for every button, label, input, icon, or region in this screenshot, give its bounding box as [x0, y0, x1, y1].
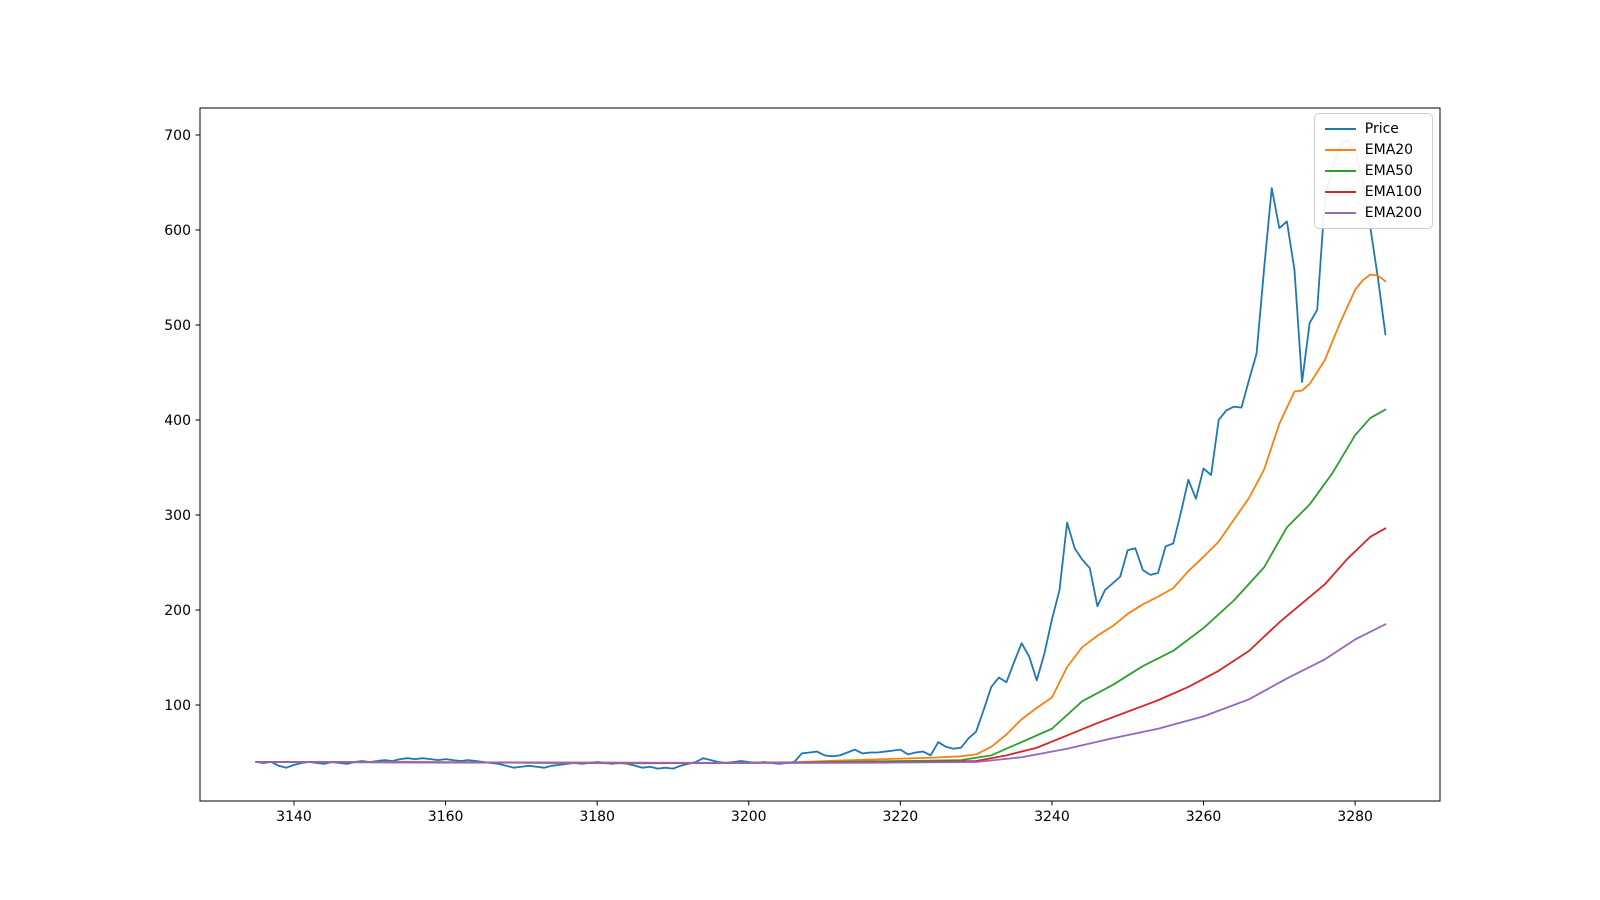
legend-swatch-price [1324, 128, 1356, 130]
y-axis-tick-label: 400 [164, 413, 191, 429]
legend-label-ema50: EMA50 [1364, 163, 1414, 179]
x-axis-tick-label: 3160 [428, 809, 464, 825]
legend-swatch-ema100 [1324, 191, 1356, 193]
legend-item-ema200: EMA200 [1324, 205, 1422, 221]
legend-swatch-ema20 [1324, 149, 1356, 151]
legend-label-ema100: EMA100 [1364, 184, 1422, 200]
series-line-ema50 [255, 408, 1387, 764]
y-axis-tick-label: 300 [164, 508, 191, 524]
series-line-ema200 [255, 623, 1387, 764]
legend-label-ema200: EMA200 [1364, 205, 1422, 221]
x-axis-tick-label: 3200 [731, 809, 767, 825]
x-axis-tick-label: 3220 [883, 809, 919, 825]
x-axis-tick-label: 3240 [1034, 809, 1070, 825]
x-axis-tick-label: 3140 [276, 809, 312, 825]
axes-spines [199, 107, 1441, 802]
x-axis-tick-label: 3180 [579, 809, 615, 825]
legend: Price EMA20 EMA50 EMA100 EMA200 [1313, 113, 1433, 229]
series-line-price [255, 138, 1387, 770]
legend-item-price: Price [1324, 121, 1422, 137]
legend-swatch-ema200 [1324, 212, 1356, 214]
legend-label-ema20: EMA20 [1364, 142, 1414, 158]
y-axis-tick-label: 100 [164, 698, 191, 714]
x-axis-tick-label: 3280 [1337, 809, 1373, 825]
series-line-ema100 [255, 527, 1387, 764]
legend-item-ema50: EMA50 [1324, 163, 1422, 179]
series-line-ema20 [255, 273, 1387, 765]
legend-swatch-ema50 [1324, 170, 1356, 172]
y-axis-tick-label: 500 [164, 318, 191, 334]
y-axis-tick-label: 200 [164, 603, 191, 619]
y-axis-tick-label: 700 [164, 128, 191, 144]
legend-item-ema100: EMA100 [1324, 184, 1422, 200]
x-axis-tick-label: 3260 [1186, 809, 1222, 825]
y-axis-tick-label: 600 [164, 223, 191, 239]
legend-label-price: Price [1364, 121, 1399, 137]
legend-item-ema20: EMA20 [1324, 142, 1422, 158]
